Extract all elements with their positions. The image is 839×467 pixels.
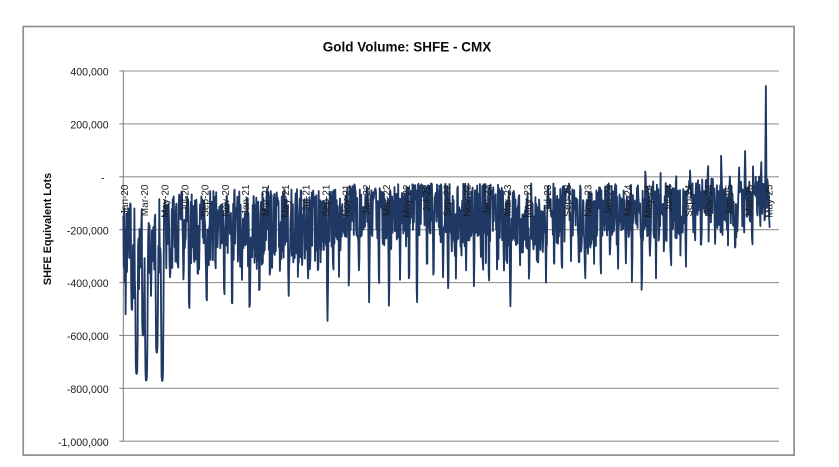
svg-text:Jul-23: Jul-23 xyxy=(543,184,554,212)
svg-text:SHFE Equivalent Lots: SHFE Equivalent Lots xyxy=(42,173,54,285)
svg-text:Jan-20: Jan-20 xyxy=(120,184,131,215)
svg-text:Mar-24: Mar-24 xyxy=(624,184,635,216)
svg-text:Mar-22: Mar-22 xyxy=(382,184,393,216)
svg-text:-800,000: -800,000 xyxy=(67,384,109,396)
svg-text:-600,000: -600,000 xyxy=(67,331,109,343)
svg-text:May-23: May-23 xyxy=(523,184,534,218)
svg-text:-: - xyxy=(101,172,105,184)
svg-text:May-24: May-24 xyxy=(644,184,655,218)
svg-text:May-21: May-21 xyxy=(281,184,292,218)
svg-text:Mar-20: Mar-20 xyxy=(140,184,151,216)
svg-text:Jan-24: Jan-24 xyxy=(604,184,615,215)
svg-text:Sep-23: Sep-23 xyxy=(563,184,574,217)
svg-text:200,000: 200,000 xyxy=(70,120,108,132)
svg-text:Sep-21: Sep-21 xyxy=(322,184,333,217)
svg-text:Mar-21: Mar-21 xyxy=(261,184,272,216)
svg-text:Jan-23: Jan-23 xyxy=(483,184,494,215)
svg-text:Nov-23: Nov-23 xyxy=(583,184,594,217)
svg-text:Jul-22: Jul-22 xyxy=(422,184,433,212)
svg-text:May-22: May-22 xyxy=(402,184,413,218)
svg-text:Nov-20: Nov-20 xyxy=(221,184,232,217)
svg-text:400,000: 400,000 xyxy=(70,67,108,79)
svg-text:Jan-25: Jan-25 xyxy=(724,184,735,215)
svg-text:Jul-20: Jul-20 xyxy=(181,184,192,212)
svg-text:May-20: May-20 xyxy=(160,184,171,218)
svg-text:Jul-24: Jul-24 xyxy=(664,184,675,212)
svg-text:May-25: May-25 xyxy=(765,184,776,218)
svg-text:Mar-25: Mar-25 xyxy=(744,184,755,216)
svg-text:-400,000: -400,000 xyxy=(67,278,109,290)
svg-text:-1,000,000: -1,000,000 xyxy=(58,437,109,449)
svg-text:Sep-20: Sep-20 xyxy=(201,184,212,217)
svg-text:Nov-21: Nov-21 xyxy=(342,184,353,217)
svg-text:Jan-21: Jan-21 xyxy=(241,184,252,215)
svg-text:Sep-24: Sep-24 xyxy=(684,184,695,217)
svg-text:Sep-22: Sep-22 xyxy=(442,184,453,217)
svg-text:Jan-22: Jan-22 xyxy=(362,184,373,215)
svg-text:Gold Volume: SHFE - CMX: Gold Volume: SHFE - CMX xyxy=(323,40,492,55)
svg-text:Nov-22: Nov-22 xyxy=(463,184,474,217)
svg-text:Mar-23: Mar-23 xyxy=(503,184,514,216)
svg-text:Jul-21: Jul-21 xyxy=(301,184,312,212)
svg-text:-200,000: -200,000 xyxy=(67,225,109,237)
svg-text:Nov-24: Nov-24 xyxy=(704,184,715,217)
